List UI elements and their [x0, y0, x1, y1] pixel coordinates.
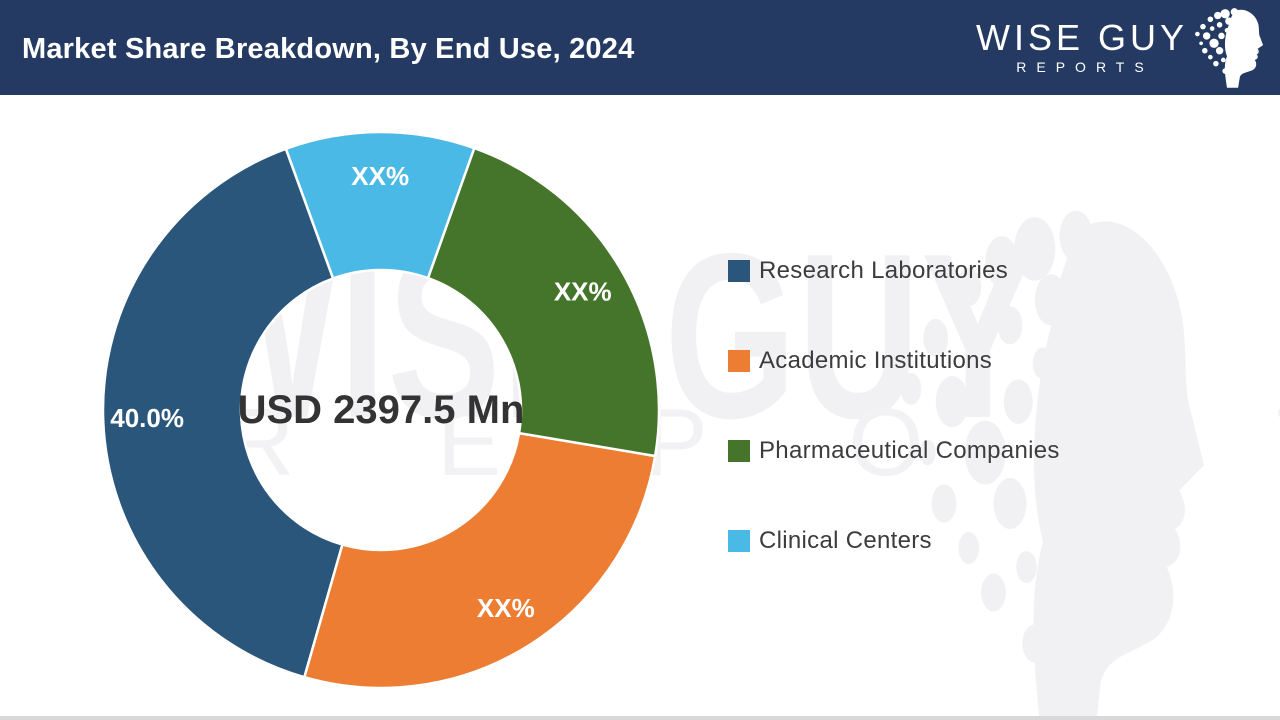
- legend-item-clinical-centers: Clinical Centers: [728, 527, 1060, 555]
- donut-center-value: USD 2397.5 Mn: [238, 388, 525, 432]
- footer-strip: [0, 716, 1280, 720]
- donut-slice-labels: 40.0% XX% XX% XX%: [110, 161, 611, 623]
- legend-label: Research Laboratories: [759, 257, 1009, 284]
- donut-slice-research-laboratories: [101, 147, 344, 679]
- legend-label: Academic Institutions: [759, 347, 993, 374]
- slice-value-label: XX%: [477, 593, 535, 623]
- page-title: Market Share Breakdown, By End Use, 2024: [22, 33, 635, 65]
- legend-swatch: [728, 530, 750, 552]
- slice-value-label: 40.0%: [110, 403, 184, 433]
- brand-logo-text: WISE GUY REPORTS: [976, 19, 1188, 75]
- legend-swatch: [728, 440, 750, 462]
- slice-value-label: XX%: [351, 161, 409, 191]
- brand-logo: WISE GUY REPORTS: [976, 6, 1264, 88]
- brand-subtitle: REPORTS: [1016, 58, 1154, 75]
- legend-swatch: [728, 350, 750, 372]
- header-banner: Market Share Breakdown, By End Use, 2024…: [0, 0, 1280, 95]
- legend-swatch: [728, 260, 750, 282]
- legend-item-academic-institutions: Academic Institutions: [728, 347, 1060, 375]
- donut-slice-pharmaceutical-companies: [426, 146, 661, 458]
- legend-label: Pharmaceutical Companies: [759, 437, 1060, 464]
- slice-value-label: XX%: [554, 276, 612, 306]
- brand-name: WISE GUY: [975, 17, 1188, 59]
- chart-legend: Research Laboratories Academic Instituti…: [728, 257, 1060, 555]
- donut-slice-academic-institutions: [303, 431, 657, 690]
- brand-face-icon: [1195, 8, 1264, 88]
- legend-item-pharmaceutical-companies: Pharmaceutical Companies: [728, 437, 1060, 465]
- legend-label: Clinical Centers: [759, 527, 932, 554]
- legend-item-research-laboratories: Research Laboratories: [728, 257, 1060, 285]
- donut-slice-clinical-centers: [284, 130, 476, 280]
- donut-slices: [101, 130, 661, 690]
